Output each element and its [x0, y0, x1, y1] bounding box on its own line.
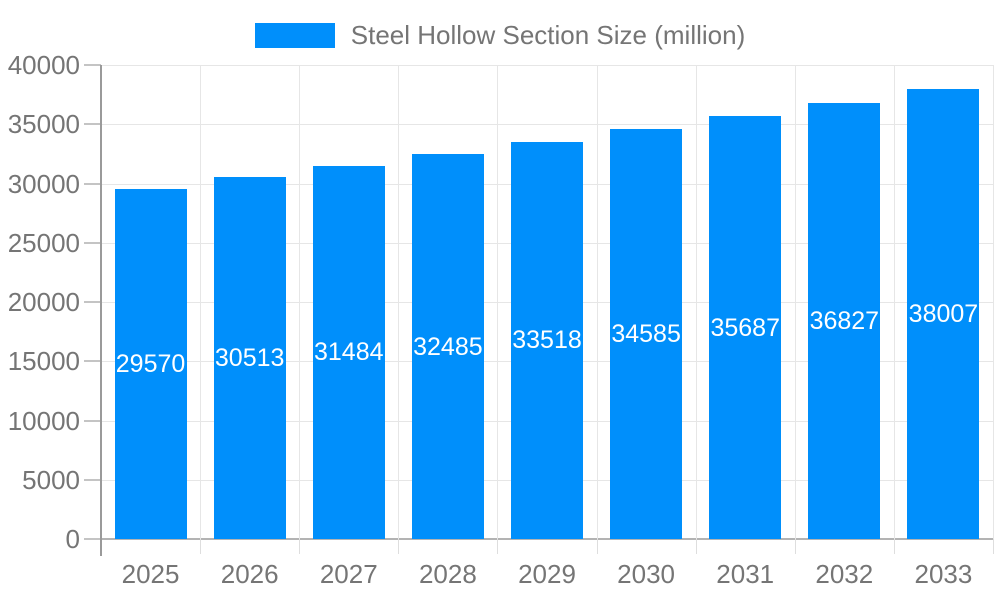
y-axis-line: [100, 65, 102, 556]
y-axis-tick: [84, 182, 101, 185]
x-axis-tick: [794, 539, 796, 554]
bar: [411, 154, 484, 539]
y-tick-label: 20000: [7, 287, 80, 317]
bar-value-label: 33518: [512, 326, 582, 355]
y-axis-tick: [84, 419, 101, 422]
bar-value-label: 36827: [809, 306, 880, 335]
x-tick-label: 2028: [418, 559, 477, 589]
x-axis-tick: [398, 539, 400, 554]
legend-swatch: [254, 23, 335, 48]
y-axis-tick: [84, 478, 101, 481]
bar: [907, 88, 980, 539]
bar: [808, 102, 881, 539]
gridline-vertical: [893, 65, 895, 539]
y-axis-tick: [84, 64, 101, 66]
bar-value-label: 31484: [314, 338, 384, 367]
x-axis-tick: [695, 539, 697, 554]
bar-value-label: 35687: [710, 313, 780, 342]
y-tick-label: 15000: [7, 346, 80, 377]
y-axis-tick: [84, 241, 101, 244]
bar: [213, 177, 286, 539]
gridline-vertical: [497, 65, 499, 539]
gridline-vertical: [200, 65, 202, 539]
y-tick-label: 10000: [7, 405, 80, 436]
y-axis-tick: [84, 123, 101, 126]
y-tick-label: 5000: [22, 464, 80, 495]
bar-value-label: 30513: [214, 344, 285, 373]
gridline-vertical: [596, 65, 598, 539]
bar-value-label: 32485: [413, 332, 483, 361]
legend: Steel Hollow Section Size (million): [0, 20, 1000, 51]
x-axis-baseline: [101, 538, 993, 540]
bar-value-label: 29570: [115, 349, 186, 378]
gridline-horizontal: [101, 65, 993, 66]
x-tick-label: 2025: [121, 559, 180, 589]
x-axis-tick: [200, 539, 202, 554]
x-axis-tick: [893, 539, 895, 554]
gridline-vertical: [695, 65, 697, 539]
x-axis-tick: [993, 539, 994, 554]
y-tick-label: 25000: [7, 227, 80, 258]
y-tick-label: 35000: [7, 109, 80, 140]
gridline-vertical: [794, 65, 796, 539]
bar: [709, 116, 782, 539]
x-axis-tick: [497, 539, 499, 554]
x-axis-tick: [596, 539, 598, 554]
bar: [312, 165, 385, 539]
gridline-vertical: [398, 65, 400, 539]
legend-label: Steel Hollow Section Size (million): [350, 20, 746, 50]
x-tick-label: 2030: [617, 559, 676, 589]
bar-value-label: 34585: [611, 320, 681, 349]
gridline-horizontal: [101, 124, 993, 126]
x-tick-label: 2027: [319, 559, 378, 589]
bar: [610, 129, 683, 539]
gridline-vertical: [299, 65, 301, 539]
x-tick-label: 2031: [716, 559, 775, 589]
y-tick-label: 30000: [7, 168, 80, 199]
bar: [114, 188, 187, 539]
y-tick-label: 40000: [7, 50, 80, 80]
y-axis-tick: [84, 360, 101, 363]
x-tick-label: 2033: [914, 559, 973, 589]
x-tick-label: 2032: [815, 559, 874, 589]
y-tick-label: 0: [65, 524, 80, 554]
y-axis-tick: [84, 301, 101, 303]
bar: [511, 141, 583, 539]
gridline-vertical: [993, 65, 994, 539]
bar-value-label: 38007: [908, 299, 979, 328]
y-axis-tick: [84, 538, 101, 540]
x-tick-label: 2029: [518, 559, 576, 589]
x-axis-tick: [299, 539, 301, 554]
x-tick-label: 2026: [220, 559, 279, 589]
